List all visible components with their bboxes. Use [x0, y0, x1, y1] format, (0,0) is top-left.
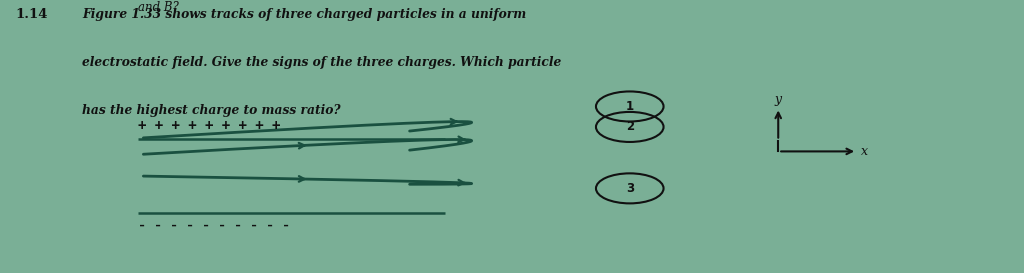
Text: has the highest charge to mass ratio?: has the highest charge to mass ratio?	[82, 104, 340, 117]
Text: - - - - - - - - - -: - - - - - - - - - -	[138, 219, 290, 232]
Text: x: x	[860, 145, 867, 158]
Text: Figure 1.33 shows tracks of three charged particles in a uniform: Figure 1.33 shows tracks of three charge…	[82, 8, 526, 21]
Text: 3: 3	[626, 182, 634, 195]
Text: electrostatic field. Give the signs of the three charges. Which particle: electrostatic field. Give the signs of t…	[82, 56, 561, 69]
Text: 1.14: 1.14	[15, 8, 48, 21]
Text: and B?: and B?	[138, 1, 179, 14]
Text: 1: 1	[626, 100, 634, 113]
Text: + + + + + + + + +: + + + + + + + + +	[138, 118, 281, 133]
Text: 2: 2	[626, 120, 634, 133]
Text: y: y	[775, 93, 781, 106]
